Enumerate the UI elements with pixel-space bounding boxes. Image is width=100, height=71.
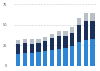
Bar (16, 54, 20, 66)
Bar (77, 18, 81, 25)
Bar (23, 39, 27, 43)
Bar (57, 36, 61, 48)
Bar (77, 42, 81, 66)
Bar (57, 48, 61, 66)
Bar (43, 41, 47, 51)
Bar (36, 39, 40, 43)
Bar (43, 37, 47, 41)
Bar (30, 44, 34, 53)
Bar (30, 39, 34, 44)
Bar (50, 34, 54, 38)
Bar (30, 53, 34, 66)
Bar (43, 51, 47, 66)
Bar (70, 46, 74, 66)
Bar (57, 31, 61, 36)
Bar (23, 53, 27, 66)
Bar (16, 40, 20, 44)
Bar (50, 50, 54, 66)
Bar (70, 33, 74, 46)
Bar (64, 31, 68, 36)
Bar (64, 36, 68, 48)
Bar (36, 52, 40, 66)
Bar (90, 39, 94, 66)
Bar (90, 21, 94, 39)
Bar (16, 44, 20, 54)
Bar (64, 48, 68, 66)
Bar (36, 43, 40, 52)
Bar (84, 13, 88, 21)
Bar (90, 13, 94, 21)
Bar (84, 39, 88, 66)
Bar (70, 27, 74, 33)
Bar (77, 25, 81, 42)
Bar (50, 38, 54, 50)
Bar (84, 21, 88, 39)
Bar (23, 43, 27, 53)
